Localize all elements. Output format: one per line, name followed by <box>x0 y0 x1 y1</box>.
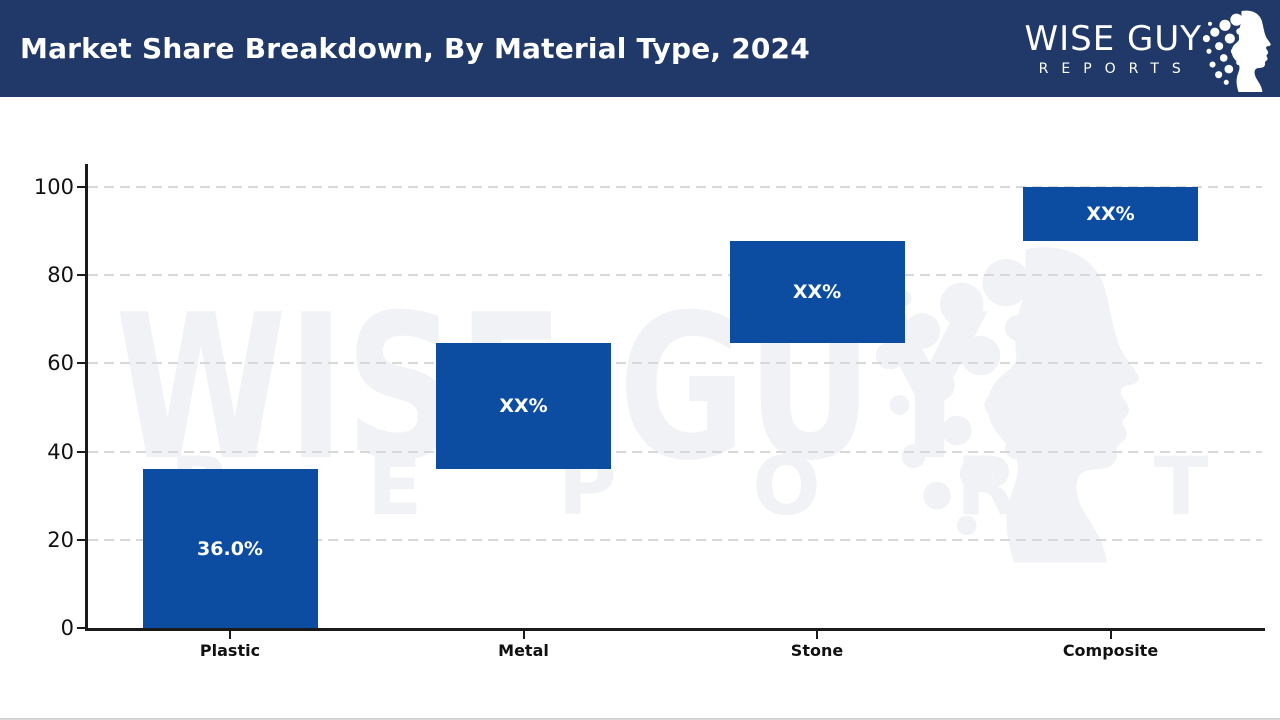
gridline-20 <box>88 538 1262 541</box>
page-title: Market Share Breakdown, By Material Type… <box>20 32 810 65</box>
y-tick-label-100: 100 <box>33 175 74 199</box>
bar-plastic: 36.0% <box>142 469 318 628</box>
x-tickmark-metal <box>522 631 525 639</box>
x-tick-label-composite: Composite <box>1062 641 1159 660</box>
y-tickmark-0 <box>77 627 85 629</box>
x-tickmark-plastic <box>229 631 231 639</box>
bar-label-composite: XX% <box>1086 202 1135 225</box>
header-bar: Market Share Breakdown, By Material Type… <box>0 0 1280 97</box>
y-tickmark-40 <box>77 450 85 453</box>
bar-label-plastic: 36.0% <box>197 537 263 560</box>
head-profile-dots-icon <box>1198 8 1280 92</box>
y-tick-label-40: 40 <box>47 439 74 464</box>
y-axis-line <box>85 164 88 631</box>
bar-label-metal: XX% <box>499 395 548 418</box>
logo: WISE GUY REPORTS <box>1024 0 1202 97</box>
y-tickmark-100 <box>77 186 85 188</box>
y-tick-label-0: 0 <box>60 616 74 640</box>
x-axis-line <box>85 628 1265 631</box>
bottom-edge-line <box>0 718 1280 720</box>
y-tickmark-20 <box>77 538 85 541</box>
bar-metal: XX% <box>436 343 611 470</box>
x-tickmark-stone <box>816 631 818 639</box>
gridline-60 <box>88 362 1262 365</box>
logo-text: WISE GUY REPORTS <box>1024 22 1202 76</box>
y-tick-label-60: 60 <box>47 351 74 376</box>
gridline-40 <box>88 450 1262 453</box>
logo-subtext: REPORTS <box>1038 60 1194 77</box>
bar-label-stone: XX% <box>792 280 842 303</box>
gridline-80 <box>88 274 1262 277</box>
y-tick-label-80: 80 <box>47 263 74 288</box>
x-tickmark-composite <box>1109 631 1112 639</box>
y-tick-label-20: 20 <box>47 527 74 552</box>
bar-stone: XX% <box>729 240 905 344</box>
logo-wordmark: WISE GUY <box>1024 18 1202 59</box>
bar-composite: XX% <box>1023 187 1198 241</box>
y-tickmark-80 <box>77 274 85 277</box>
y-tickmark-60 <box>77 362 85 365</box>
x-tick-label-metal: Metal <box>498 641 549 660</box>
x-tick-label-plastic: Plastic <box>199 641 261 660</box>
x-tick-label-stone: Stone <box>790 641 844 660</box>
gridline-100 <box>88 186 1262 188</box>
